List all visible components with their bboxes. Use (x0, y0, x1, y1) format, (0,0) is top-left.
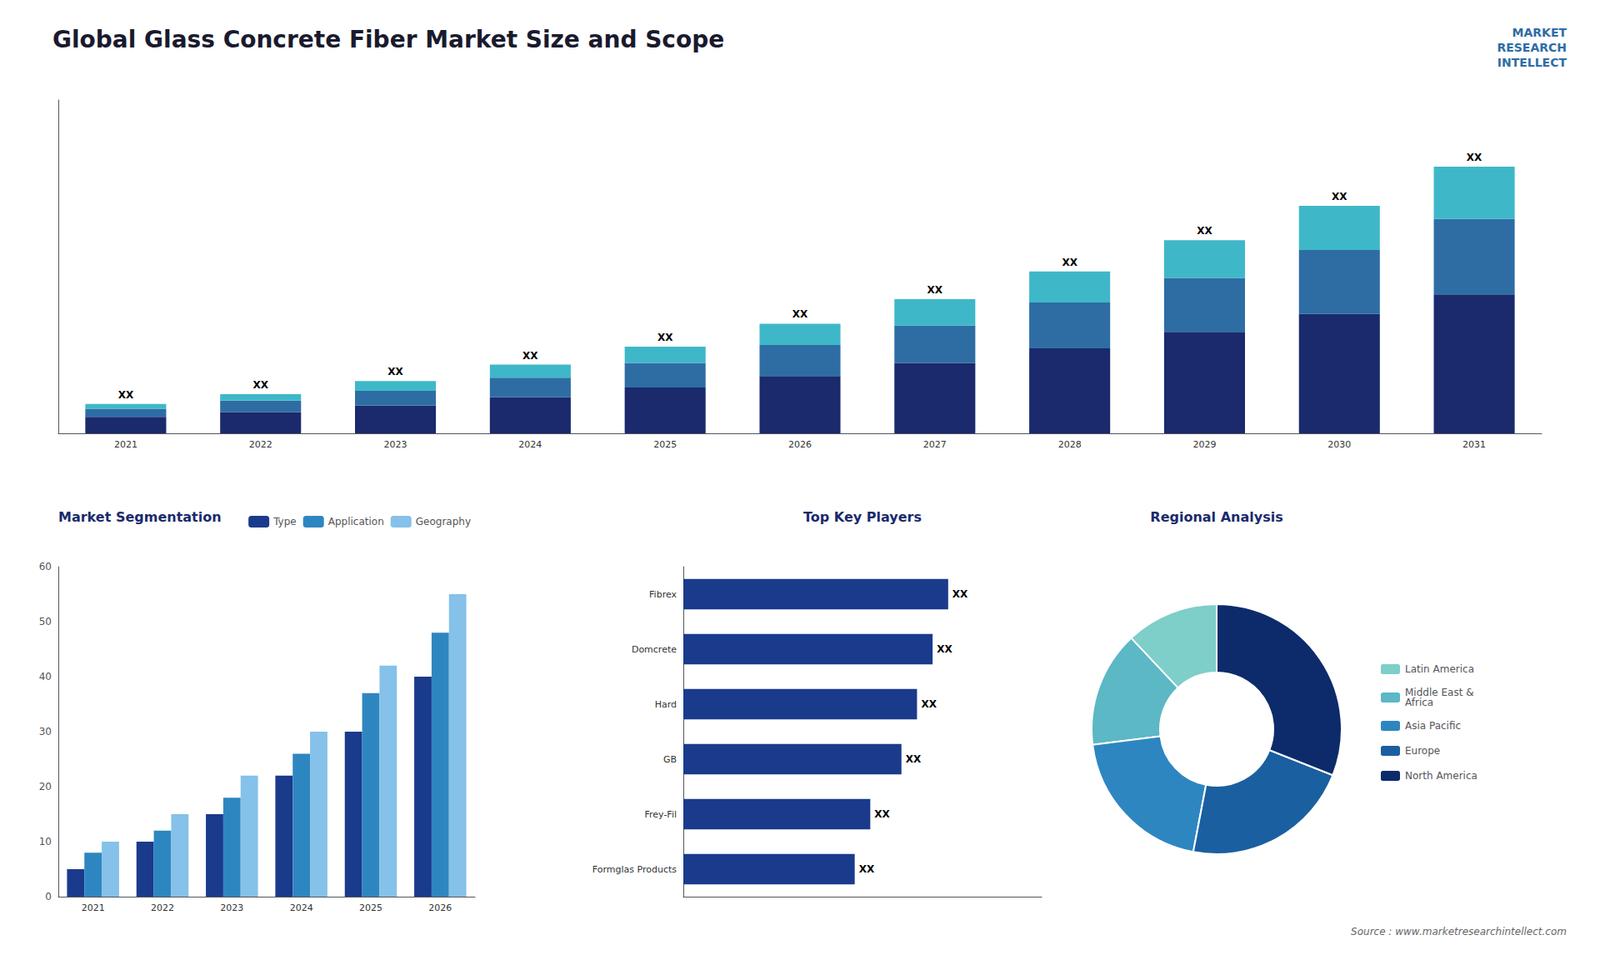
svg-text:XX: XX (936, 643, 953, 655)
svg-text:Hard: Hard (655, 699, 677, 710)
svg-text:MARKET: MARKET (1511, 25, 1567, 40)
svg-text:XX: XX (1466, 151, 1483, 164)
svg-text:2022: 2022 (249, 439, 273, 450)
svg-text:60: 60 (39, 560, 52, 573)
svg-text:2021: 2021 (114, 439, 138, 450)
svg-text:XX: XX (118, 389, 135, 401)
svg-text:0: 0 (45, 890, 52, 903)
svg-text:2025: 2025 (653, 439, 677, 450)
svg-text:2027: 2027 (923, 439, 947, 450)
svg-text:XX: XX (952, 588, 969, 600)
svg-text:RESEARCH: RESEARCH (1496, 40, 1567, 55)
svg-text:Geography: Geography (415, 515, 471, 528)
svg-text:2022: 2022 (150, 902, 175, 914)
svg-text:20: 20 (39, 780, 52, 793)
svg-text:2026: 2026 (428, 902, 452, 914)
svg-text:2021: 2021 (81, 902, 105, 914)
svg-text:30: 30 (39, 725, 52, 738)
svg-text:Africa: Africa (1405, 696, 1434, 709)
svg-text:2026: 2026 (788, 439, 812, 450)
svg-text:INTELLECT: INTELLECT (1497, 55, 1568, 70)
svg-text:XX: XX (1196, 225, 1213, 237)
svg-text:Fibrex: Fibrex (649, 589, 677, 600)
svg-text:XX: XX (657, 331, 674, 344)
svg-text:40: 40 (39, 670, 52, 683)
svg-text:XX: XX (920, 698, 937, 710)
svg-text:2029: 2029 (1192, 439, 1216, 450)
svg-text:2024: 2024 (518, 439, 542, 450)
svg-text:Domcrete: Domcrete (631, 644, 677, 655)
svg-text:2031: 2031 (1462, 439, 1486, 450)
svg-text:XX: XX (1061, 256, 1078, 269)
svg-text:GB: GB (663, 754, 677, 765)
svg-text:Europe: Europe (1405, 745, 1440, 757)
svg-text:Global Glass Concrete Fiber Ma: Global Glass Concrete Fiber Market Size … (52, 25, 725, 54)
svg-text:Source : www.marketresearchint: Source : www.marketresearchintellect.com (1350, 925, 1567, 938)
svg-text:2023: 2023 (220, 902, 244, 914)
svg-text:Latin America: Latin America (1405, 663, 1475, 675)
svg-text:Application: Application (328, 515, 385, 528)
svg-text:Regional Analysis: Regional Analysis (1150, 509, 1283, 525)
svg-text:XX: XX (522, 350, 539, 362)
svg-text:Top Key Players: Top Key Players (803, 509, 922, 525)
svg-text:Frey-Fil: Frey-Fil (645, 809, 678, 820)
svg-text:XX: XX (927, 284, 944, 296)
svg-text:Type: Type (272, 515, 297, 528)
svg-text:50: 50 (39, 615, 52, 628)
svg-text:North America: North America (1405, 770, 1478, 782)
svg-text:2023: 2023 (384, 439, 408, 450)
svg-text:2030: 2030 (1327, 439, 1351, 450)
svg-text:XX: XX (859, 863, 875, 875)
svg-text:10: 10 (39, 835, 52, 848)
svg-text:XX: XX (252, 379, 269, 391)
svg-text:XX: XX (387, 365, 404, 378)
svg-text:2024: 2024 (290, 902, 314, 914)
svg-text:XX: XX (874, 808, 890, 820)
svg-text:XX: XX (905, 753, 922, 765)
svg-text:XX: XX (792, 308, 809, 320)
svg-text:2028: 2028 (1058, 439, 1082, 450)
svg-text:Formglas Products: Formglas Products (592, 864, 677, 875)
svg-text:2025: 2025 (359, 902, 383, 914)
svg-text:Asia Pacific: Asia Pacific (1405, 720, 1461, 732)
svg-text:XX: XX (1331, 190, 1348, 203)
svg-text:Market Segmentation: Market Segmentation (58, 509, 222, 525)
svg-text:Middle East &: Middle East & (1405, 686, 1474, 699)
